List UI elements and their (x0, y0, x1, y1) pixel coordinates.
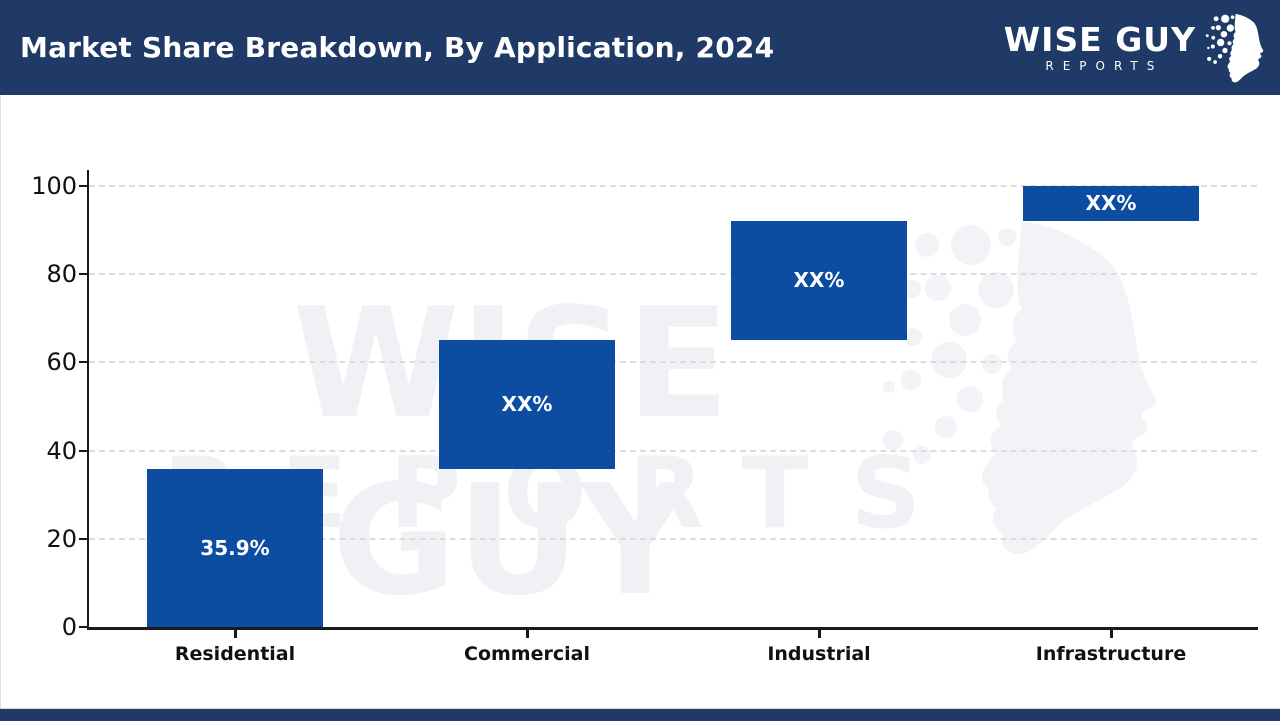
bar-value-label-infrastructure: XX% (1085, 191, 1137, 216)
y-tick-mark-60 (79, 361, 87, 364)
gridline-40 (89, 449, 1257, 452)
brand-logo: WISE GUY REPORTS (1004, 11, 1280, 85)
y-tick-label-0: 0 (61, 613, 77, 641)
bar-infrastructure[interactable]: XX% (1022, 186, 1199, 221)
y-tick-label-100: 100 (31, 172, 77, 200)
y-tick-mark-20 (79, 537, 87, 540)
gridline-60 (89, 361, 1257, 364)
watermark-text-line1: WISE GUY (292, 275, 730, 629)
gridline-100 (89, 185, 1257, 187)
header-bar: Market Share Breakdown, By Application, … (0, 0, 1280, 95)
brand-name: WISE GUY (1003, 20, 1196, 59)
x-category-label-commercial: Commercial (464, 643, 590, 665)
gridline-80 (89, 273, 1257, 276)
y-tick-label-20: 20 (46, 524, 77, 553)
y-axis (87, 170, 89, 629)
y-tick-mark-100 (79, 185, 87, 187)
y-tick-label-40: 40 (46, 436, 77, 465)
bar-value-label-residential: 35.9% (200, 535, 270, 560)
x-category-label-infrastructure: Infrastructure (1035, 643, 1187, 665)
y-tick-label-80: 80 (46, 260, 77, 289)
bar-commercial[interactable]: XX% (438, 339, 615, 469)
brand-face-icon (1205, 13, 1264, 82)
x-tick-mark-infrastructure (1109, 630, 1113, 638)
watermark-face-icon (877, 221, 1157, 555)
chart-canvas: WISE GUY REPORTS 35.9%XX%XX%XX% 02040608… (0, 95, 1280, 708)
brand-subtitle: REPORTS (1045, 59, 1164, 73)
page-title: Market Share Breakdown, By Application, … (20, 31, 775, 64)
bar-value-label-commercial: XX% (501, 392, 553, 417)
y-tick-label-60: 60 (46, 348, 77, 377)
plot-area: 35.9% XX% XX% XX% (89, 185, 1257, 627)
bar-value-label-industrial: XX% (793, 268, 845, 293)
x-tick-mark-residential (233, 630, 237, 638)
x-tick-mark-industrial (817, 630, 821, 638)
x-tick-mark-commercial (525, 630, 529, 638)
brand-wordmark: WISE GUY REPORTS (1004, 23, 1196, 72)
footer-bar (0, 708, 1280, 721)
y-tick-mark-80 (79, 273, 87, 276)
x-category-label-residential: Residential (174, 643, 296, 665)
x-category-label-industrial: Industrial (767, 643, 871, 665)
y-tick-mark-0 (79, 626, 87, 628)
x-axis (87, 627, 1258, 630)
y-tick-mark-40 (79, 449, 87, 452)
gridline-20 (89, 537, 1257, 540)
bar-industrial[interactable]: XX% (730, 220, 907, 340)
bar-residential[interactable]: 35.9% (146, 468, 323, 627)
